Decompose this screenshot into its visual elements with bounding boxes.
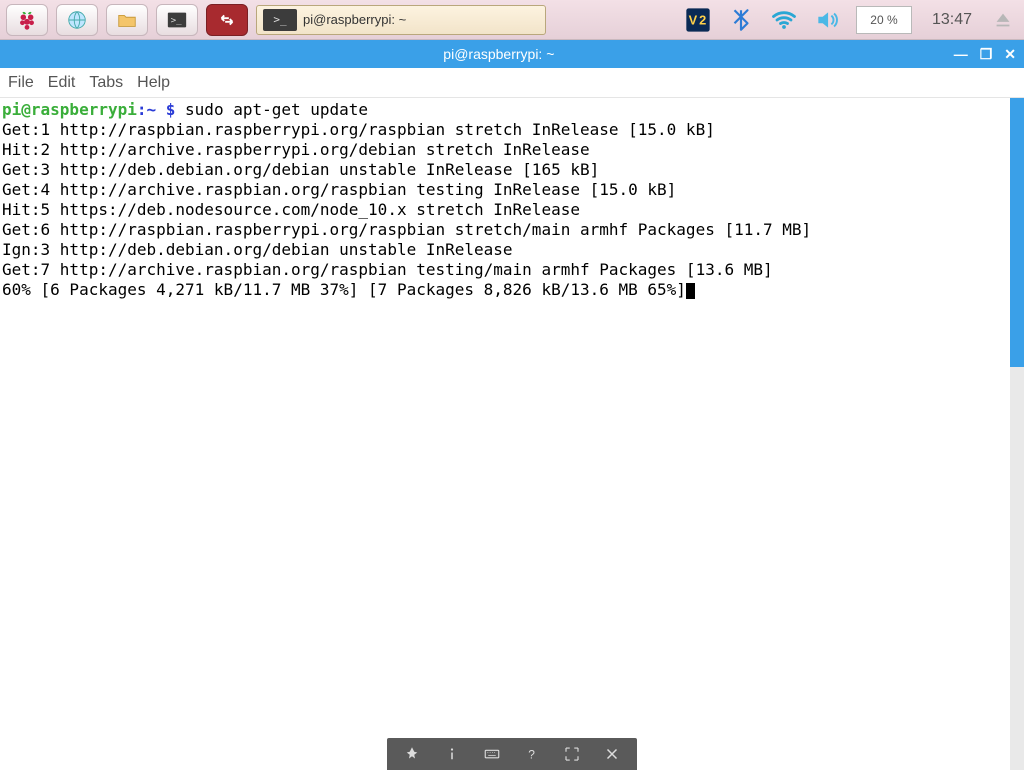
vnc-icon: V2 [684,6,712,34]
disconnect-icon[interactable] [603,745,621,763]
wifi-icon [770,6,798,34]
cpu-tray[interactable]: 20 % [852,6,916,34]
vnc-toolbar[interactable]: ? [387,738,637,770]
terminal-scrollbar[interactable] [1010,98,1024,770]
close-button[interactable]: ✕ [1002,46,1018,63]
vnc-tray[interactable]: V2 [680,6,716,34]
window-title: pi@raspberrypi: ~ [46,46,952,62]
terminal-window: pi@raspberrypi: ~ — ❐ ✕ File Edit Tabs H… [0,40,1024,770]
svg-text:?: ? [528,748,535,762]
menu-help[interactable]: Help [137,74,170,92]
svg-text:>_: >_ [171,14,183,25]
keyboard-icon[interactable] [483,745,501,763]
wifi-tray[interactable] [766,6,802,34]
folder-icon [116,9,138,31]
arrows-icon [216,9,238,31]
eject-tray[interactable] [988,9,1018,31]
bluetooth-tray[interactable] [724,7,758,33]
pin-icon[interactable] [403,745,421,763]
terminal-output[interactable]: pi@raspberrypi:~ $ sudo apt-get update G… [0,98,1010,770]
connect-button[interactable] [206,4,248,36]
volume-tray[interactable] [810,7,844,33]
terminal-menubar: File Edit Tabs Help [0,68,1024,98]
menu-file[interactable]: File [8,74,34,92]
fullscreen-icon[interactable] [563,745,581,763]
taskbar-task-terminal[interactable]: >_ pi@raspberrypi: ~ [256,5,546,35]
svg-text:V: V [689,12,698,27]
task-label: pi@raspberrypi: ~ [303,12,406,27]
svg-text:2: 2 [699,12,706,27]
eject-icon [992,9,1014,31]
raspberry-icon [16,9,38,31]
bluetooth-icon [728,7,754,33]
taskbar: >_ >_ pi@raspberrypi: ~ V2 20 % 13:47 [0,0,1024,40]
file-manager-button[interactable] [106,4,148,36]
menu-tabs[interactable]: Tabs [89,74,123,92]
maximize-button[interactable]: ❐ [978,46,995,63]
app-menu-button[interactable] [6,4,48,36]
terminal-launcher-button[interactable]: >_ [156,4,198,36]
globe-icon [66,9,88,31]
taskbar-clock[interactable]: 13:47 [924,11,980,29]
terminal-icon: >_ [166,9,188,31]
speaker-icon [814,7,840,33]
cpu-text: 20 % [870,13,897,27]
browser-button[interactable] [56,4,98,36]
window-titlebar[interactable]: pi@raspberrypi: ~ — ❐ ✕ [0,40,1024,68]
scrollbar-thumb[interactable] [1010,98,1024,367]
minimize-button[interactable]: — [952,46,970,63]
menu-edit[interactable]: Edit [48,74,76,92]
terminal-icon: >_ [263,9,297,31]
terminal-body: pi@raspberrypi:~ $ sudo apt-get update G… [0,98,1024,770]
info-icon[interactable] [443,745,461,763]
help-icon[interactable]: ? [523,745,541,763]
